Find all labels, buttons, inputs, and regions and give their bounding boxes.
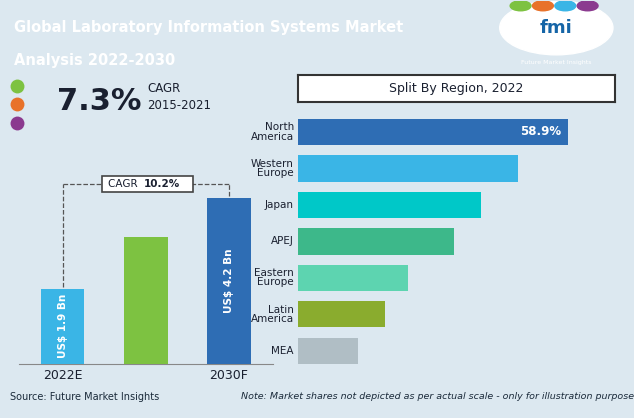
Circle shape: [500, 1, 613, 55]
Text: Source: Future Market Insights: Source: Future Market Insights: [10, 392, 158, 402]
Bar: [41, 288, 84, 364]
Text: Note: Market shares not depicted as per actual scale - only for illustration pur: Note: Market shares not depicted as per …: [241, 393, 634, 401]
Text: US$ 1.9 Bn: US$ 1.9 Bn: [58, 294, 68, 358]
Text: Analysis 2022-2030: Analysis 2022-2030: [14, 53, 175, 68]
Bar: [298, 265, 408, 291]
Text: CAGR: CAGR: [108, 179, 141, 189]
Text: US$ 4.2 Bn: US$ 4.2 Bn: [224, 248, 234, 313]
Text: Split By Region, 2022: Split By Region, 2022: [389, 82, 524, 95]
Bar: [298, 338, 358, 364]
Bar: [298, 155, 518, 181]
Bar: [124, 237, 167, 364]
FancyBboxPatch shape: [102, 176, 193, 192]
Bar: [298, 301, 385, 327]
Bar: [298, 119, 567, 145]
Circle shape: [533, 1, 553, 11]
Text: CAGR
2015-2021: CAGR 2015-2021: [148, 82, 212, 112]
Circle shape: [555, 1, 576, 11]
Text: 10.2%: 10.2%: [143, 179, 179, 189]
Circle shape: [577, 1, 598, 11]
Circle shape: [510, 1, 531, 11]
Text: 58.9%: 58.9%: [520, 125, 561, 138]
Bar: [207, 198, 251, 364]
Bar: [298, 228, 454, 255]
Text: fmi: fmi: [540, 19, 573, 37]
Text: Future Market Insights: Future Market Insights: [521, 60, 592, 65]
Bar: [298, 192, 481, 218]
Text: Global Laboratory Information Systems Market: Global Laboratory Information Systems Ma…: [14, 20, 403, 36]
Text: 7.3%: 7.3%: [57, 87, 141, 116]
